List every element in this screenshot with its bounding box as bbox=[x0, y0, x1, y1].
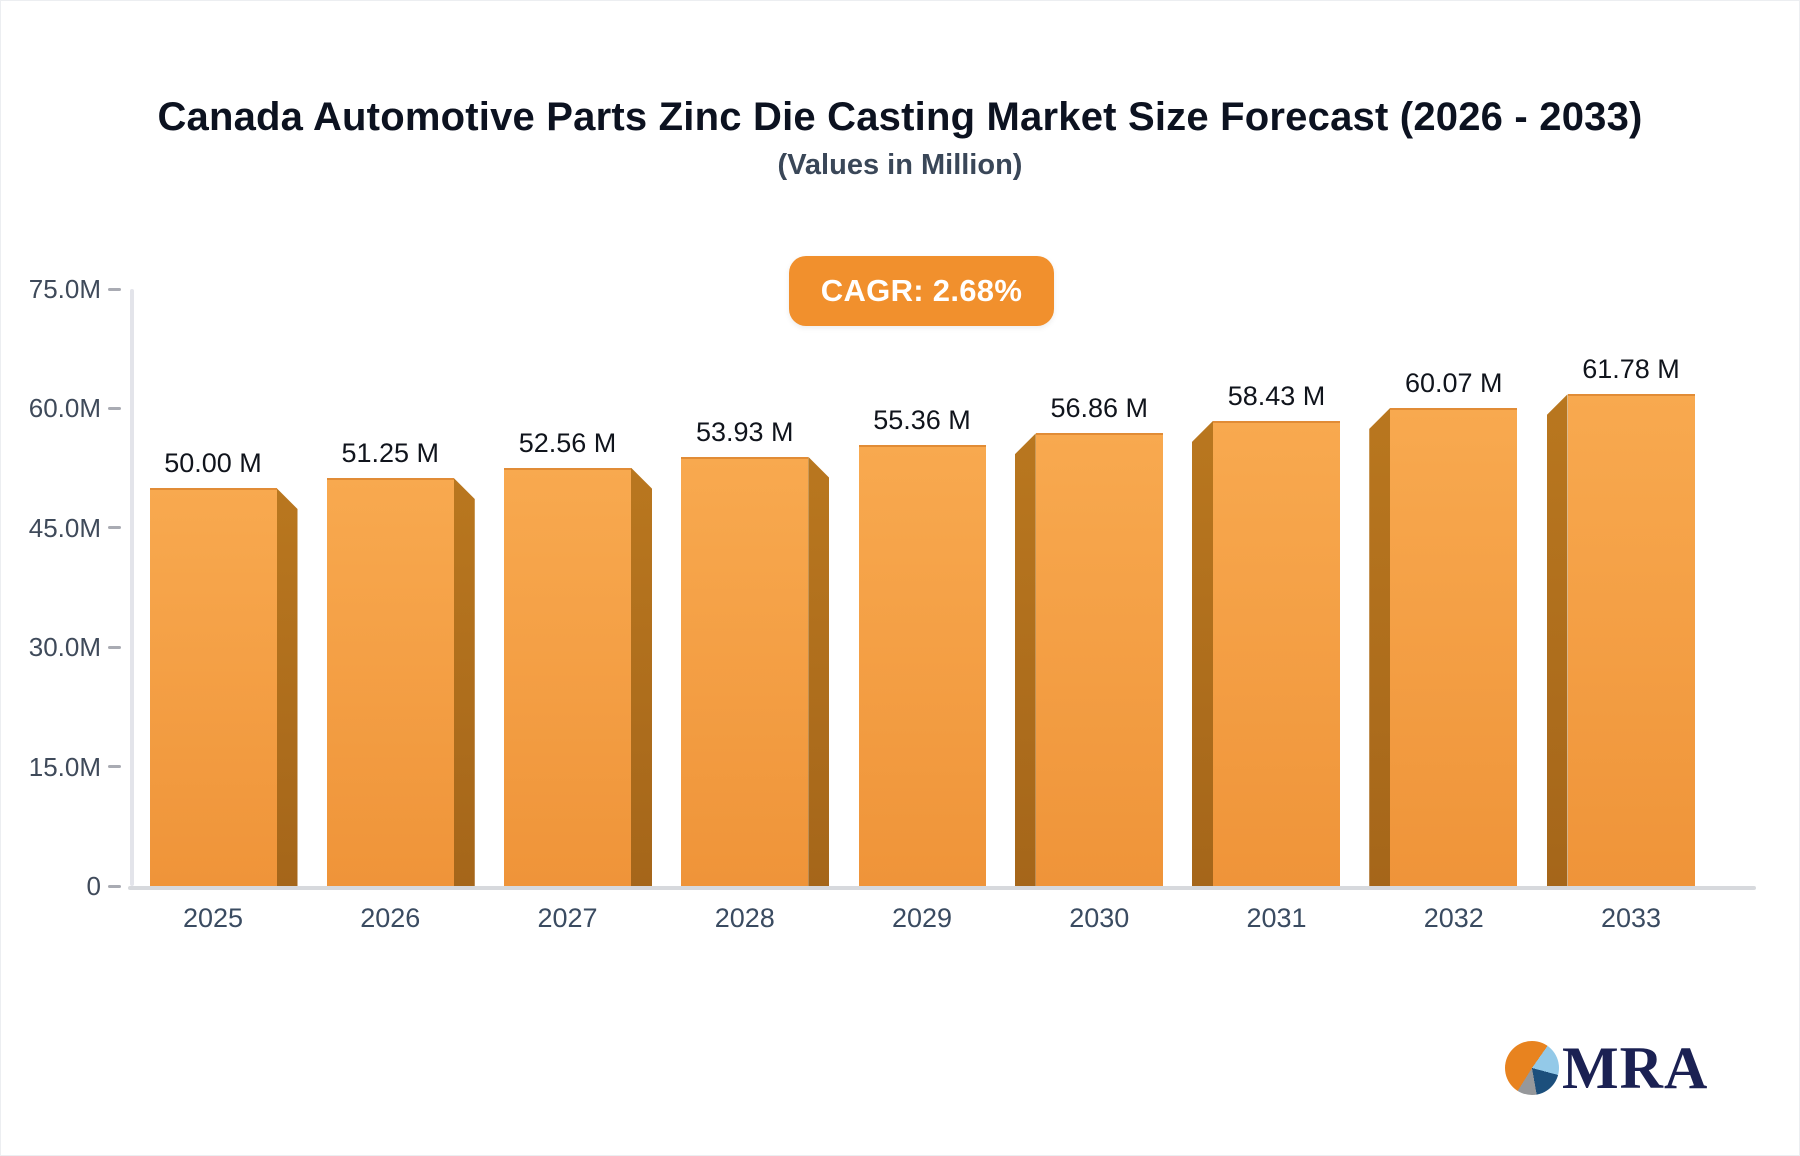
cagr-badge-label: CAGR: 2.68% bbox=[820, 273, 1023, 308]
y-axis-tick-mark bbox=[108, 765, 121, 769]
bar-face bbox=[1567, 394, 1695, 886]
bar-face bbox=[1213, 420, 1340, 886]
bar[interactable] bbox=[1369, 407, 1518, 886]
bar-face bbox=[681, 456, 809, 886]
cagr-badge: CAGR: 2.68% bbox=[789, 256, 1054, 326]
bar-value-label: 61.78 M bbox=[1582, 354, 1680, 385]
bar-face bbox=[1035, 433, 1163, 886]
y-axis-tick-label: 60.0M bbox=[28, 393, 101, 424]
bar[interactable] bbox=[1546, 394, 1695, 886]
y-axis-tick-mark bbox=[108, 526, 121, 530]
bar-face bbox=[149, 488, 277, 886]
pie-chart-icon bbox=[1505, 1041, 1559, 1095]
bar-side-shading bbox=[1014, 433, 1036, 886]
bar-value-label: 60.07 M bbox=[1404, 367, 1503, 398]
y-axis-tick-mark bbox=[108, 884, 121, 888]
bar-value-label: 51.25 M bbox=[341, 438, 440, 469]
chart-subtitle: (Values in Million) bbox=[777, 149, 1023, 181]
bar-side-shading bbox=[1369, 407, 1391, 886]
brand-logo-text: MRA bbox=[1562, 1035, 1709, 1101]
bar-face bbox=[858, 445, 986, 886]
x-axis-category-label: 2029 bbox=[891, 903, 953, 933]
x-axis-category-label: 2025 bbox=[182, 903, 244, 933]
bar-value-label: 55.36 M bbox=[873, 405, 971, 436]
bar[interactable] bbox=[326, 478, 475, 886]
bar[interactable] bbox=[681, 456, 830, 886]
y-axis-line bbox=[130, 289, 134, 886]
bar-side-shading bbox=[631, 467, 652, 886]
bar[interactable] bbox=[1014, 433, 1163, 886]
bar-side-shading bbox=[808, 456, 830, 886]
bar-value-label: 58.43 M bbox=[1227, 380, 1326, 411]
bar[interactable] bbox=[858, 445, 986, 886]
bar-value-label: 56.86 M bbox=[1050, 393, 1149, 424]
bar-side-shading bbox=[453, 478, 475, 886]
bar-side-shading bbox=[1546, 394, 1568, 886]
bar-value-label: 52.56 M bbox=[518, 427, 617, 458]
y-axis-tick-label: 30.0M bbox=[28, 632, 101, 663]
y-axis-tick-label: 45.0M bbox=[28, 512, 101, 543]
chart-title: Canada Automotive Parts Zinc Die Casting… bbox=[157, 95, 1643, 139]
x-axis-category-label: 2028 bbox=[714, 903, 775, 933]
y-axis-tick-mark bbox=[108, 287, 121, 291]
x-axis-category-label: 2027 bbox=[537, 903, 598, 933]
bar-face bbox=[504, 467, 631, 886]
y-axis-tick-label: 75.0M bbox=[28, 274, 101, 304]
brand-logo: MRA bbox=[1505, 1035, 1709, 1101]
bar-face bbox=[1390, 407, 1518, 886]
x-axis-category-label: 2031 bbox=[1246, 903, 1307, 933]
x-axis-category-label: 2033 bbox=[1600, 903, 1662, 933]
x-axis-category-label: 2026 bbox=[360, 903, 421, 933]
bar-value-label: 53.93 M bbox=[695, 416, 794, 447]
bar[interactable] bbox=[504, 467, 652, 886]
y-axis-tick-label: 0 bbox=[86, 871, 101, 901]
x-axis-baseline bbox=[128, 886, 1756, 890]
bar-side-shading bbox=[1192, 420, 1213, 886]
y-axis-tick-mark bbox=[108, 645, 121, 649]
bar[interactable] bbox=[1192, 420, 1340, 886]
x-axis-category-label: 2032 bbox=[1423, 903, 1484, 933]
bar-side-shading bbox=[276, 488, 298, 886]
bar[interactable] bbox=[149, 488, 298, 886]
bar-face bbox=[326, 478, 454, 886]
y-axis-tick-mark bbox=[108, 406, 121, 410]
bar-value-label: 50.00 M bbox=[164, 448, 262, 478]
y-axis-tick-label: 15.0M bbox=[28, 751, 101, 782]
x-axis-category-label: 2030 bbox=[1069, 903, 1130, 933]
